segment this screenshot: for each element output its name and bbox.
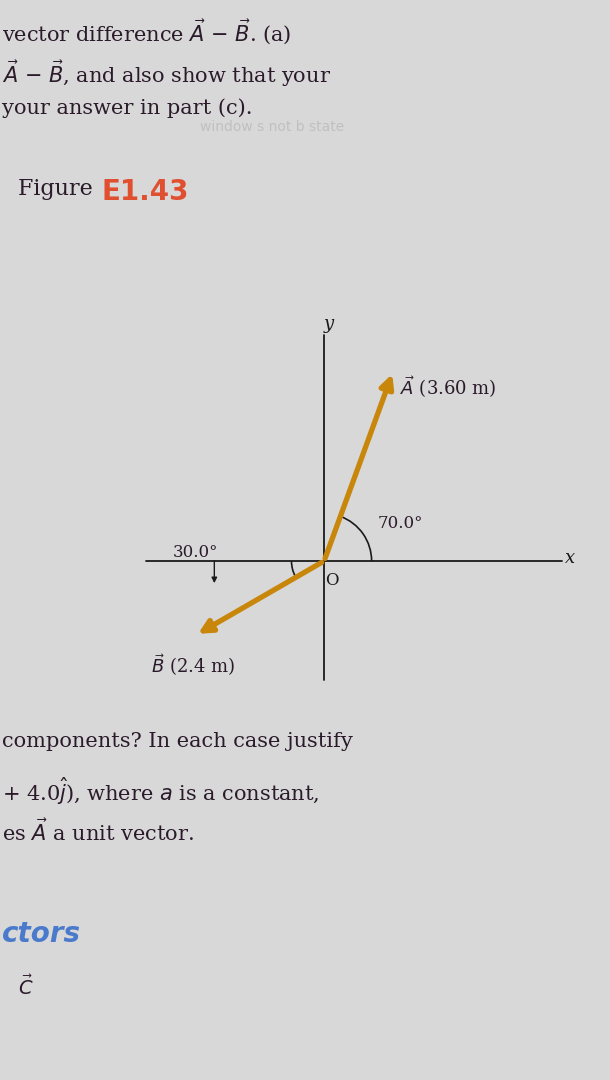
Text: y: y <box>324 314 334 333</box>
Text: $\vec{A}$ (3.60 m): $\vec{A}$ (3.60 m) <box>400 375 497 400</box>
Text: $\vec{C}$: $\vec{C}$ <box>18 975 34 999</box>
Text: ctors: ctors <box>2 920 81 948</box>
Text: $\vec{A}$ $-$ $\vec{B}$, and also show that your: $\vec{A}$ $-$ $\vec{B}$, and also show t… <box>2 58 331 89</box>
Text: Figure: Figure <box>18 178 100 200</box>
Text: E1.43: E1.43 <box>102 178 190 206</box>
Text: components? In each case justify: components? In each case justify <box>2 732 353 751</box>
Text: es $\vec{A}$ a unit vector.: es $\vec{A}$ a unit vector. <box>2 818 194 845</box>
Text: vector difference $\vec{A}$ $-$ $\vec{B}$. (a): vector difference $\vec{A}$ $-$ $\vec{B}… <box>2 18 292 48</box>
Text: + 4.0$\hat{j}$), where $a$ is a constant,: + 4.0$\hat{j}$), where $a$ is a constant… <box>2 775 320 807</box>
Text: window s not b state: window s not b state <box>200 120 344 134</box>
Text: 30.0°: 30.0° <box>173 544 218 561</box>
Text: $\vec{B}$ (2.4 m): $\vec{B}$ (2.4 m) <box>151 652 235 677</box>
Text: x: x <box>564 549 575 567</box>
Text: your answer in part (c).: your answer in part (c). <box>2 98 253 118</box>
Text: O: O <box>325 571 339 589</box>
Text: 70.0°: 70.0° <box>378 515 423 532</box>
